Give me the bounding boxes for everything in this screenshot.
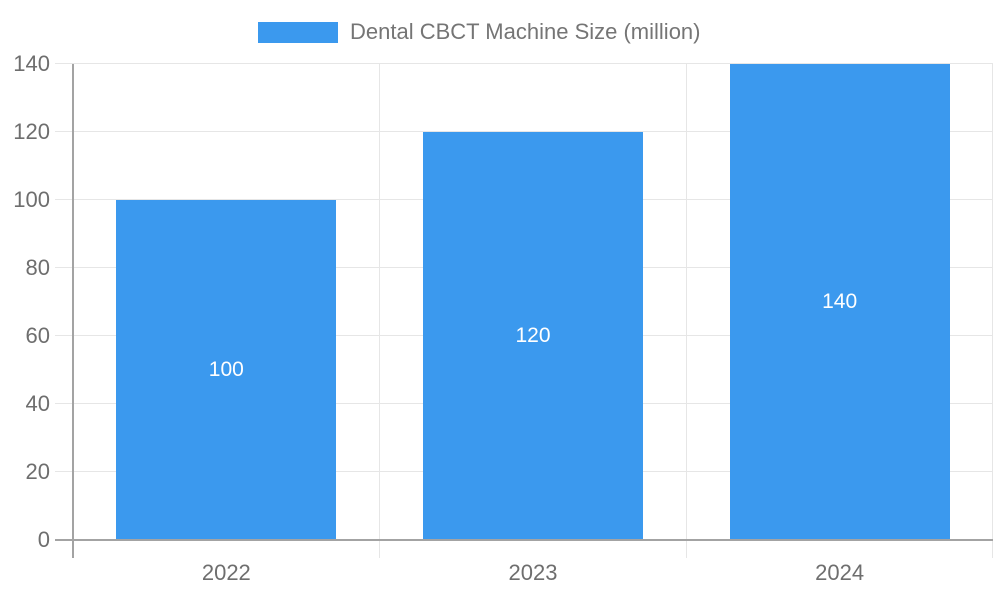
- y-axis-line: [72, 64, 74, 558]
- bar-2022[interactable]: [116, 200, 337, 540]
- x-gridline: [378, 64, 380, 558]
- bar-value-label: 140: [822, 290, 858, 313]
- y-axis-tick-label: 120: [13, 119, 50, 144]
- x-axis-tick-label: 2024: [815, 560, 865, 585]
- x-gridline: [685, 64, 687, 558]
- x-axis-tick-label: 2023: [508, 560, 558, 585]
- x-axis-tick-label: 2022: [201, 560, 251, 585]
- y-axis-tick-label: 80: [25, 255, 50, 280]
- legend-swatch-icon: [258, 21, 338, 43]
- y-axis-tick-label: 20: [25, 459, 50, 484]
- y-axis-tick-label: 140: [13, 51, 50, 76]
- bar-2023[interactable]: [423, 132, 643, 540]
- y-axis-tick-label: 60: [25, 323, 50, 348]
- legend-label: Dental CBCT Machine Size (million): [350, 19, 701, 44]
- y-gridline: [55, 131, 993, 133]
- legend[interactable]: Dental CBCT Machine Size (million): [258, 21, 701, 43]
- y-axis-tick-label: 100: [13, 187, 50, 212]
- bar-value-label: 100: [208, 358, 244, 381]
- bar-2024[interactable]: [729, 64, 950, 540]
- x-axis-line: [55, 539, 993, 541]
- y-axis-tick-label: 0: [37, 527, 50, 552]
- y-axis-tick-label: 40: [25, 391, 50, 416]
- y-gridline: [55, 63, 993, 65]
- x-gridline: [992, 64, 994, 558]
- bar-value-label: 120: [515, 324, 551, 347]
